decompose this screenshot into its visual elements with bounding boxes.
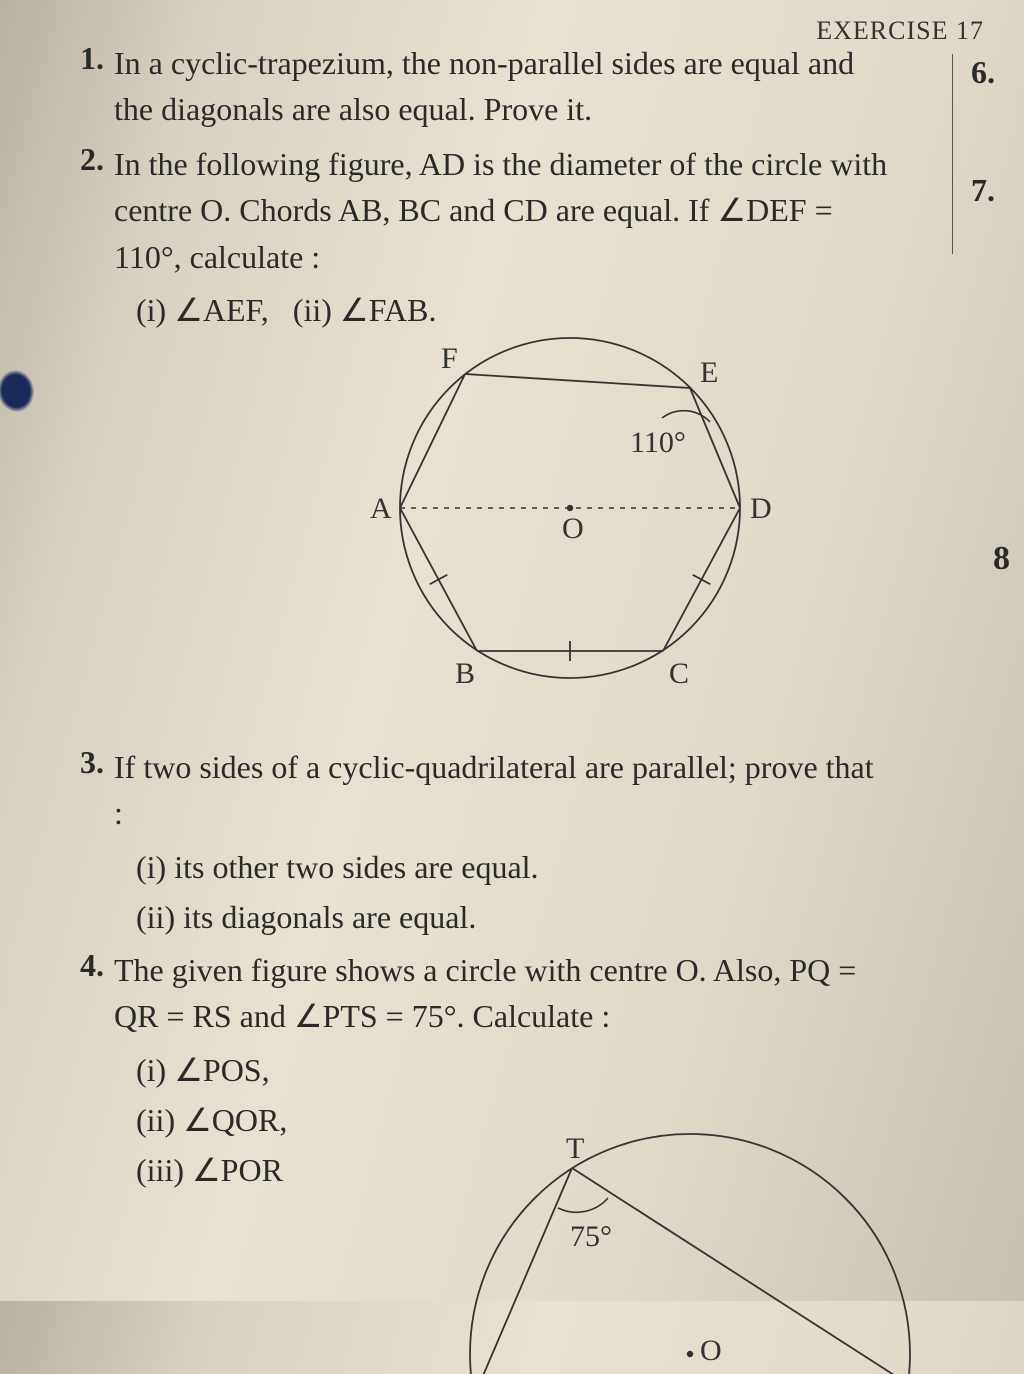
- q4-ii: (ii) ∠QOR,: [70, 1096, 430, 1144]
- q2-number: 2.: [70, 141, 114, 178]
- question-2: 2. In the following figure, AD is the di…: [70, 141, 890, 280]
- svg-text:O: O: [700, 1334, 722, 1367]
- svg-text:E: E: [700, 356, 718, 389]
- margin-q6: 6.: [971, 54, 995, 91]
- q3-i: (i) its other two sides are equal.: [70, 843, 890, 891]
- figure-1: A D B C F E O 110°: [370, 298, 800, 718]
- svg-text:S: S: [914, 1368, 931, 1374]
- svg-text:110°: 110°: [630, 426, 686, 459]
- margin-q7: 7.: [971, 172, 995, 209]
- figure-1-container: A D B C F E O 110°: [130, 334, 890, 744]
- q3-ii: (ii) its diagonals are equal.: [70, 893, 890, 941]
- q4-i: (i) ∠POS,: [70, 1046, 890, 1094]
- ink-blot: [0, 368, 37, 415]
- q2-text: In the following figure, AD is the diame…: [114, 141, 890, 280]
- q2-i: (i) ∠AEF,: [136, 286, 269, 334]
- svg-text:A: A: [370, 492, 392, 525]
- question-4: 4. The given figure shows a circle with …: [70, 947, 890, 1040]
- q3-text: If two sides of a cyclic-quadrilateral a…: [114, 744, 890, 837]
- svg-text:F: F: [441, 342, 458, 375]
- margin-q8: 8: [993, 540, 1010, 578]
- q4-number: 4.: [70, 947, 114, 984]
- q3-number: 3.: [70, 744, 114, 781]
- question-1: 1. In a cyclic-trapezium, the non-parall…: [70, 40, 890, 133]
- question-3: 3. If two sides of a cyclic-quadrilatera…: [70, 744, 890, 837]
- page-content: 1. In a cyclic-trapezium, the non-parall…: [70, 0, 970, 1364]
- svg-text:D: D: [750, 492, 772, 525]
- svg-text:B: B: [455, 657, 475, 690]
- svg-text:75°: 75°: [570, 1220, 612, 1253]
- figure-2-container: TSO75°: [70, 1194, 890, 1364]
- svg-text:O: O: [562, 512, 584, 545]
- q4-text: The given figure shows a circle with cen…: [114, 947, 890, 1040]
- q1-number: 1.: [70, 40, 114, 77]
- svg-text:T: T: [566, 1132, 584, 1165]
- q1-text: In a cyclic-trapezium, the non-parallel …: [114, 40, 890, 133]
- q4-iii: (iii) ∠POR: [70, 1146, 430, 1194]
- figure-2: T S O 75°: [440, 1114, 960, 1374]
- svg-text:C: C: [669, 657, 689, 690]
